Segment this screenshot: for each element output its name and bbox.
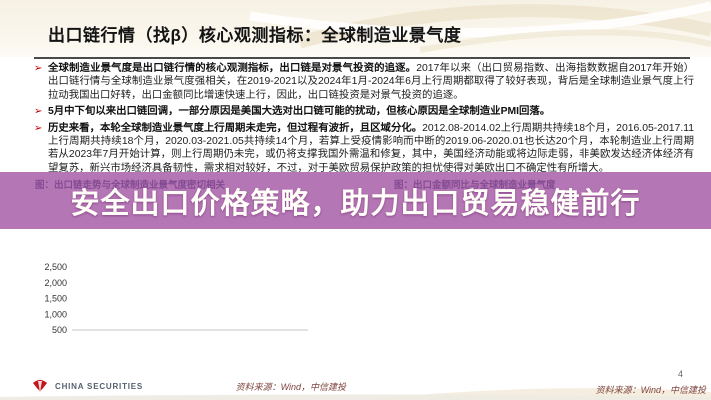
bullet-lead: 5月中下旬以来出口链回调，一部分原因是美国大选对出口链可能的扰动，但核心原因是全… bbox=[48, 106, 551, 118]
page-number: 4 bbox=[678, 369, 684, 379]
bullet-arrow-icon: ➢ bbox=[34, 122, 43, 134]
logo-text: CHINA SECURITIES bbox=[55, 381, 144, 391]
watermark-banner-text: 安全出口价格策略，助力出口贸易稳健前行 bbox=[70, 187, 641, 220]
watermark-banner: 安全出口价格策略，助力出口贸易稳健前行 bbox=[0, 172, 711, 229]
china-securities-fan-icon bbox=[33, 380, 47, 392]
bullet-item: ➢ 全球制造业景气度是出口链行情的核心观测指标，出口链是对景气投资的追逐。201… bbox=[34, 62, 694, 102]
bullet-lead: 历史来看，本轮全球制造业景气度上行周期未走完，但过程有波折，且区域分化。 bbox=[48, 122, 423, 134]
footer-swoosh-decoration bbox=[0, 388, 711, 400]
bullet-lead: 全球制造业景气度是出口链行情的核心观测指标，出口链是对景气投资的追逐。 bbox=[48, 63, 417, 74]
svg-text:2,500: 2,500 bbox=[44, 262, 67, 272]
bullet-item: ➢ 历史来看，本轮全球制造业景气度上行周期未走完，但过程有波折，且区域分化。20… bbox=[34, 122, 694, 176]
svg-text:500: 500 bbox=[52, 325, 67, 335]
china-securities-logo: CHINA SECURITIES bbox=[30, 379, 143, 393]
page-title: 出口链行情（找β）核心观测指标：全球制造业景气度 bbox=[48, 26, 462, 45]
slide-header: 出口链行情（找β）核心观测指标：全球制造业景气度 bbox=[0, 0, 711, 57]
body-text: ➢ 全球制造业景气度是出口链行情的核心观测指标，出口链是对景气投资的追逐。201… bbox=[34, 62, 694, 175]
bullet-arrow-icon: ➢ bbox=[34, 106, 43, 118]
svg-text:1,500: 1,500 bbox=[44, 294, 67, 304]
bullet-rest: 2012.08-2014.02上行周期共持续18个月，2016.05-2017.… bbox=[48, 122, 694, 174]
source-note-left: 资料来源：Wind，中信建投 bbox=[235, 382, 346, 392]
bullet-rest: 2017年以来（出口贸易指数、出海指数数据自2017年开始）出口链行情与全球制造… bbox=[48, 63, 694, 101]
source-note-right: 资料来源：Wind，中信建投 bbox=[595, 385, 706, 395]
svg-text:2,000: 2,000 bbox=[44, 278, 67, 288]
chart-export-chain-vs-pmi: 2,500 2,000 1,500 1,000 500 bbox=[44, 262, 308, 335]
header-swoosh-decoration bbox=[249, 1, 711, 53]
svg-text:1,000: 1,000 bbox=[44, 309, 67, 319]
bullet-item: ➢ 5月中下旬以来出口链回调，一部分原因是美国大选对出口链可能的扰动，但核心原因… bbox=[34, 105, 694, 118]
title-divider bbox=[34, 57, 690, 59]
bullet-arrow-icon: ➢ bbox=[34, 63, 43, 74]
